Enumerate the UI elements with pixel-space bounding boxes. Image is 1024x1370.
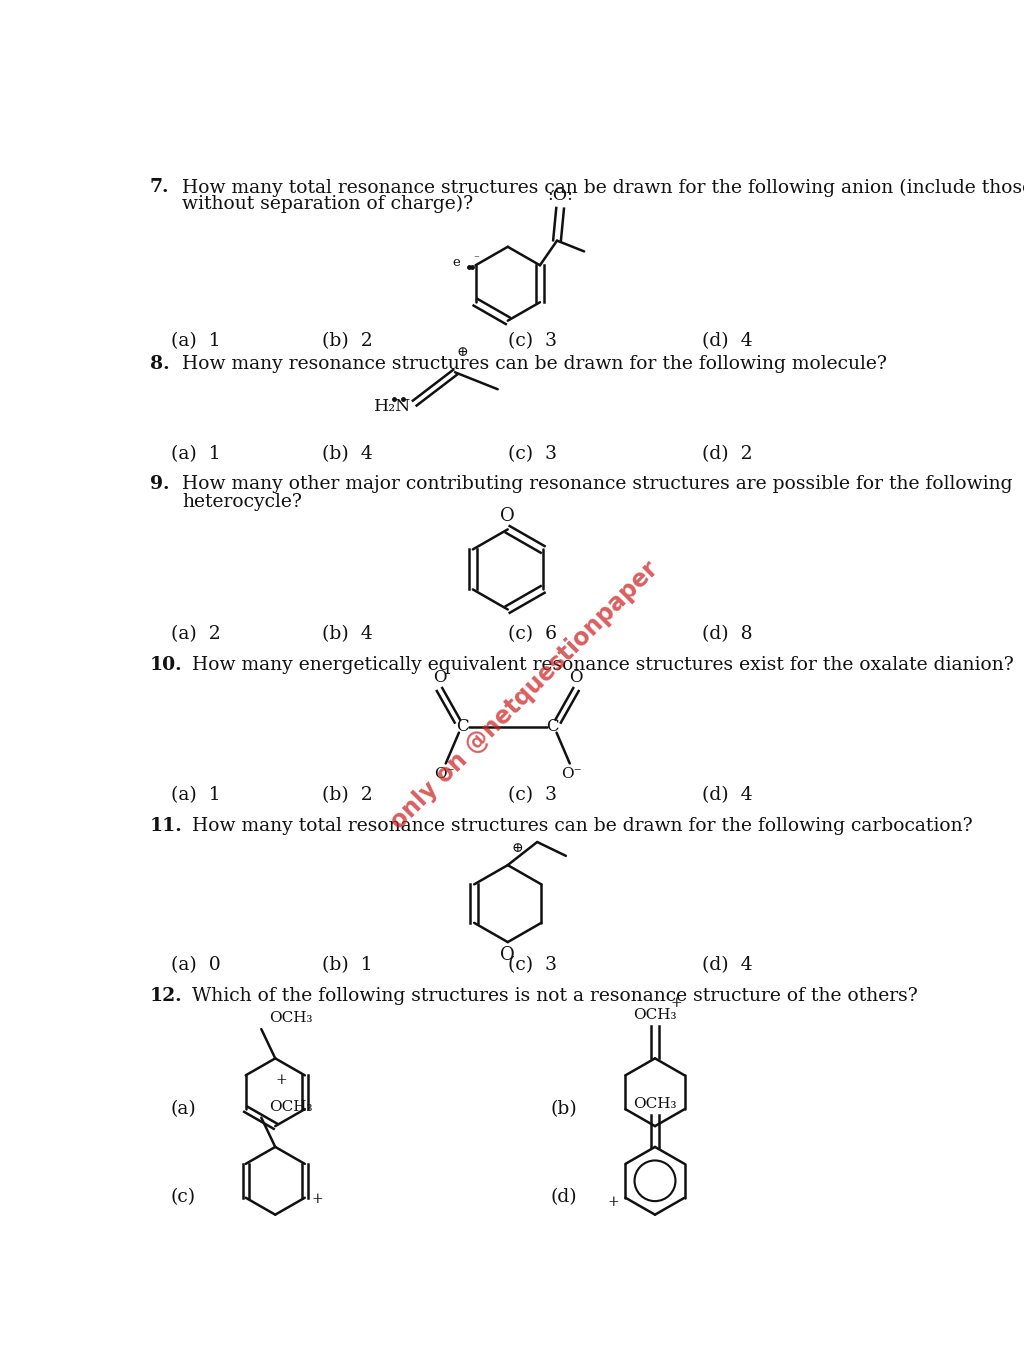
Text: 8.: 8. xyxy=(150,355,169,374)
Text: C: C xyxy=(457,718,469,734)
Text: How many other major contributing resonance structures are possible for the foll: How many other major contributing resona… xyxy=(182,475,1013,493)
Text: +: + xyxy=(607,1195,618,1208)
Text: O: O xyxy=(501,507,515,525)
Text: OCH₃: OCH₃ xyxy=(269,1100,312,1114)
Text: OCH₃: OCH₃ xyxy=(633,1008,677,1022)
Text: ⁻: ⁻ xyxy=(473,253,479,264)
Text: (c)  6: (c) 6 xyxy=(508,625,557,643)
Text: How many resonance structures can be drawn for the following molecule?: How many resonance structures can be dra… xyxy=(182,355,887,374)
Text: 9.: 9. xyxy=(150,475,169,493)
Text: OCH₃: OCH₃ xyxy=(633,1097,677,1111)
Text: (c)  3: (c) 3 xyxy=(508,786,557,804)
Text: (c)  3: (c) 3 xyxy=(508,333,557,351)
Text: (b)  1: (b) 1 xyxy=(322,956,373,974)
Text: How many total resonance structures can be drawn for the following anion (includ: How many total resonance structures can … xyxy=(182,178,1024,196)
Text: 11.: 11. xyxy=(150,818,182,836)
Text: (a)  2: (a) 2 xyxy=(171,625,220,643)
Text: (a)  0: (a) 0 xyxy=(171,956,220,974)
Text: only on @netquestionpaper: only on @netquestionpaper xyxy=(386,558,664,834)
Text: (d): (d) xyxy=(550,1189,577,1207)
Text: (c)  3: (c) 3 xyxy=(508,956,557,974)
Text: (c)  3: (c) 3 xyxy=(508,445,557,463)
Text: (a)  1: (a) 1 xyxy=(171,445,220,463)
Text: (b)  4: (b) 4 xyxy=(322,625,373,643)
Text: O: O xyxy=(501,945,515,964)
Text: OCH₃: OCH₃ xyxy=(269,1011,312,1025)
Text: (c): (c) xyxy=(171,1189,196,1207)
Text: C: C xyxy=(547,718,559,734)
Text: How many total resonance structures can be drawn for the following carbocation?: How many total resonance structures can … xyxy=(191,818,972,836)
Text: +: + xyxy=(275,1073,288,1086)
Text: (a)  1: (a) 1 xyxy=(171,786,220,804)
Text: O⁻: O⁻ xyxy=(434,767,455,781)
Text: Which of the following structures is not a resonance structure of the others?: Which of the following structures is not… xyxy=(191,986,918,1004)
Text: (b)  4: (b) 4 xyxy=(322,445,373,463)
Text: ⊕: ⊕ xyxy=(457,345,469,359)
Text: 10.: 10. xyxy=(150,656,182,674)
Text: (d)  4: (d) 4 xyxy=(701,956,752,974)
Text: ⊕: ⊕ xyxy=(511,841,523,855)
Text: O: O xyxy=(569,669,583,686)
Text: O⁻: O⁻ xyxy=(561,767,582,781)
Text: H₂N: H₂N xyxy=(374,399,411,415)
Text: (d)  4: (d) 4 xyxy=(701,786,752,804)
Text: (d)  4: (d) 4 xyxy=(701,333,752,351)
Text: heterocycle?: heterocycle? xyxy=(182,493,302,511)
Text: without separation of charge)?: without separation of charge)? xyxy=(182,195,473,214)
Text: (b)  2: (b) 2 xyxy=(322,333,373,351)
Text: +: + xyxy=(671,996,683,1010)
Text: 12.: 12. xyxy=(150,986,182,1004)
Text: O: O xyxy=(433,669,446,686)
Text: How many energetically equivalent resonance structures exist for the oxalate dia: How many energetically equivalent resona… xyxy=(191,656,1014,674)
Text: (a): (a) xyxy=(171,1100,197,1118)
Text: 7.: 7. xyxy=(150,178,169,196)
Text: (b): (b) xyxy=(550,1100,578,1118)
Text: +: + xyxy=(311,1192,323,1206)
Text: (d)  8: (d) 8 xyxy=(701,625,752,643)
Text: (b)  2: (b) 2 xyxy=(322,786,373,804)
Text: :O:: :O: xyxy=(547,186,573,204)
Text: (d)  2: (d) 2 xyxy=(701,445,752,463)
Text: e: e xyxy=(453,256,460,269)
Text: (a)  1: (a) 1 xyxy=(171,333,220,351)
